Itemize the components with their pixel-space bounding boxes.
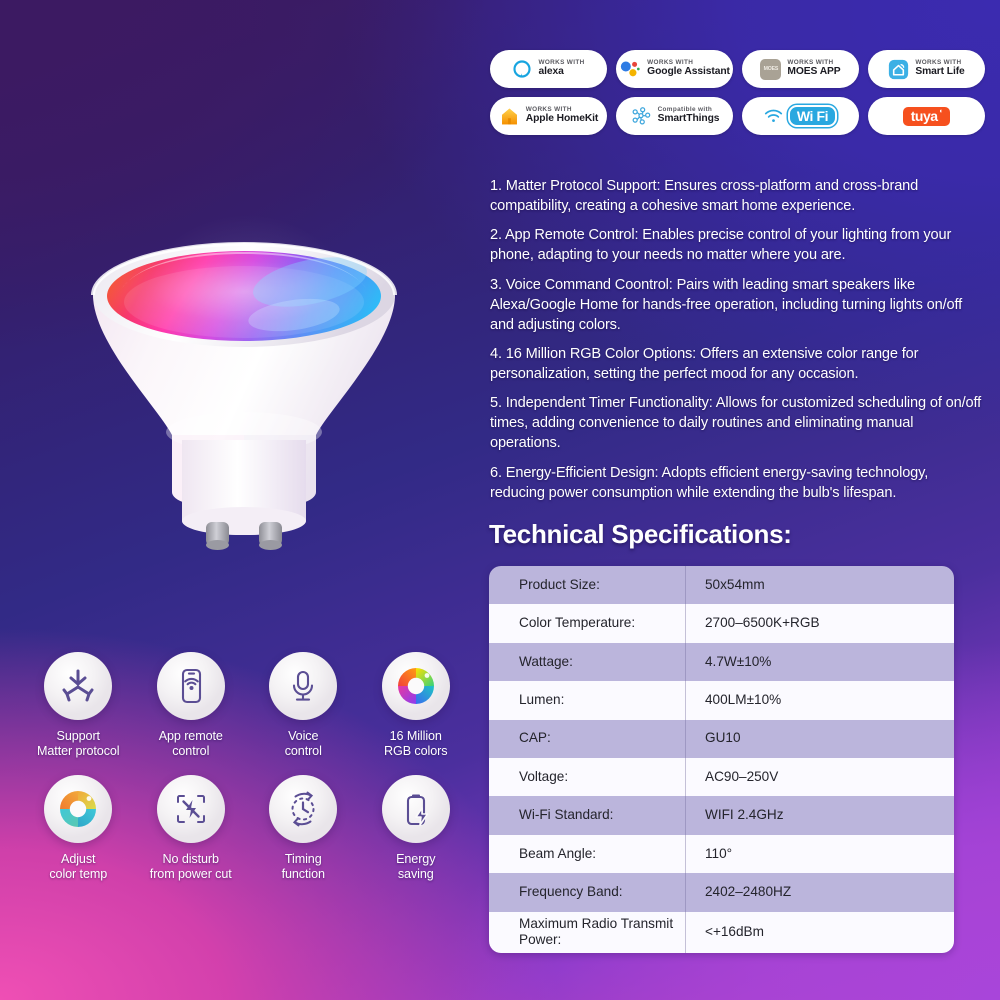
feature-icon-label: Adjust color temp [49, 851, 108, 882]
spec-key: Lumen: [519, 692, 565, 708]
matter-protocol-icon [44, 652, 113, 720]
spec-key: Product Size: [519, 576, 600, 592]
table-row: Maximum Radio Transmit Power: <+16dBm [489, 911, 954, 953]
feature-icon-label: Energy saving [396, 851, 436, 882]
wifi-brand-label: Wi Fi [787, 104, 838, 128]
feature-icon-adjust-color-temp: Adjust color temp [22, 774, 135, 883]
feature-icon-label: App remote control [158, 729, 223, 759]
feature-icon-no-disturb-power-cut: No disturb from power cut [135, 774, 248, 883]
feature-paragraph: 5. Independent Timer Functionality: Allo… [490, 395, 981, 452]
feature-icon-app-remote: App remote control [135, 652, 248, 760]
badge-apple-homekit[interactable]: WORKS WITH Apple HomeKit [490, 97, 607, 135]
feature-paragraph: 2. App Remote Control: Enables precise c… [490, 227, 952, 264]
spec-value: 2402–2480HZ [685, 873, 954, 912]
tuya-logo-icon: tuya ◖ [902, 106, 951, 126]
google-assistant-dots-icon [619, 59, 641, 79]
table-row: Wattage: 4.7W±10% [489, 642, 954, 682]
spec-value: AC90–250V [685, 757, 954, 797]
compatibility-badge-grid: WORKS WITH alexa WORKS WITH Google Assis… [490, 50, 985, 135]
spec-key: Maximum Radio Transmit Power: [519, 915, 674, 948]
feature-icon-timing-function: Timing function [247, 774, 360, 883]
table-row: Lumen: 400LM±10% [489, 681, 954, 720]
apple-homekit-house-icon [499, 106, 520, 127]
battery-energy-saving-icon [381, 774, 450, 843]
spec-key: Voltage: [519, 768, 569, 784]
spec-value: 4.7W±10% [685, 642, 954, 682]
badge-brand-label: SmartThings [657, 112, 720, 124]
feature-icon-label: 16 Million RGB colors [384, 729, 448, 759]
badge-works-label: WORKS WITH [525, 106, 572, 114]
badge-works-label: WORKS WITH [787, 59, 834, 67]
feature-icon-label: Timing function [281, 851, 325, 882]
feature-paragraph: 6. Energy-Efficient Design: Adopts effic… [490, 464, 929, 501]
smart-life-house-icon [888, 59, 909, 80]
feature-icon-grid: Support Matter protocol App remote control [22, 652, 472, 882]
spec-value: 110° [685, 834, 954, 874]
specifications-heading: Technical Specifications: [489, 519, 792, 549]
badge-wifi[interactable]: Wi Fi [742, 97, 859, 135]
feature-paragraph: 4. 16 Million RGB Color Options: Offers … [490, 345, 919, 382]
specifications-table: Product Size: 50x54mm Color Temperature: 2… [489, 566, 954, 953]
badge-works-label: WORKS WITH [538, 59, 585, 67]
feature-icon-rgb-colors: 16 Million RGB colors [360, 652, 473, 760]
spec-key: CAP: [519, 730, 551, 746]
feature-icon-label: Support Matter protocol [37, 729, 120, 759]
spec-value: WIFI 2.4GHz [685, 796, 954, 835]
moes-app-icon: MOES [760, 58, 782, 80]
table-row: Beam Angle: 110° [489, 834, 954, 874]
badge-brand-label: Apple HomeKit [525, 112, 599, 124]
feature-icon-label: No disturb from power cut [149, 851, 232, 882]
badge-works-label: Compatible with [657, 106, 713, 114]
spec-value: <+16dBm [685, 911, 954, 953]
badge-brand-label: Smart Life [915, 65, 965, 77]
wifi-signal-icon [764, 108, 783, 124]
spec-key: Color Temperature: [519, 615, 636, 631]
badge-brand-label: MOES APP [787, 65, 841, 77]
table-row: Frequency Band: 2402–2480HZ [489, 873, 954, 912]
badge-tuya[interactable]: tuya ◖ [868, 97, 985, 135]
smartthings-nodes-icon [630, 106, 652, 126]
rgb-color-wheel-icon [381, 652, 450, 720]
spec-value: 2700–6500K+RGB [685, 604, 954, 643]
badge-moes-app[interactable]: MOES WORKS WITH MOES APP [742, 50, 859, 88]
table-row: Voltage: AC90–250V [489, 757, 954, 797]
no-disturb-power-cut-icon [156, 774, 225, 843]
badge-works-label: WORKS WITH [647, 59, 694, 67]
feature-icon-label: Voice control [284, 729, 322, 759]
feature-paragraph: 3. Voice Command Coontrol: Pairs with le… [490, 276, 962, 333]
badge-smart-life[interactable]: WORKS WITH Smart Life [868, 50, 985, 88]
alexa-ring-icon [512, 59, 532, 79]
spec-value: GU10 [685, 719, 954, 758]
spec-key: Beam Angle: [519, 845, 597, 861]
gu10-rgb-smart-bulb [62, 192, 432, 572]
feature-icon-voice-control: Voice control [247, 652, 360, 760]
feature-icon-matter-protocol: Support Matter protocol [22, 652, 135, 760]
timer-clock-icon [269, 774, 338, 843]
spec-key: Wattage: [519, 653, 573, 669]
table-row: Product Size: 50x54mm [489, 566, 954, 605]
spec-key: Wi-Fi Standard: [519, 807, 614, 823]
tuya-brand-label: tuya [910, 107, 938, 124]
badge-brand-label: Google Assistant [647, 65, 730, 77]
phone-remote-icon [156, 652, 225, 720]
badge-google-assistant[interactable]: WORKS WITH Google Assistant [616, 50, 733, 88]
feature-description-list: 1. Matter Protocol Support: Ensures cros… [490, 176, 982, 512]
table-row: CAP: GU10 [489, 719, 954, 758]
spec-key: Frequency Band: [519, 884, 623, 900]
badge-alexa[interactable]: WORKS WITH alexa [490, 50, 607, 88]
color-temp-wheel-icon [44, 774, 113, 843]
badge-works-label: WORKS WITH [915, 59, 962, 67]
feature-icon-energy-saving: Energy saving [360, 774, 473, 883]
microphone-icon [269, 652, 338, 720]
badge-smartthings[interactable]: Compatible with SmartThings [616, 97, 733, 135]
badge-brand-label: alexa [538, 65, 564, 77]
spec-value: 400LM±10% [685, 681, 954, 720]
table-row: Wi-Fi Standard: WIFI 2.4GHz [489, 796, 954, 835]
table-row: Color Temperature: 2700–6500K+RGB [489, 604, 954, 643]
spec-value: 50x54mm [685, 566, 954, 605]
feature-paragraph: 1. Matter Protocol Support: Ensures cros… [490, 178, 919, 215]
